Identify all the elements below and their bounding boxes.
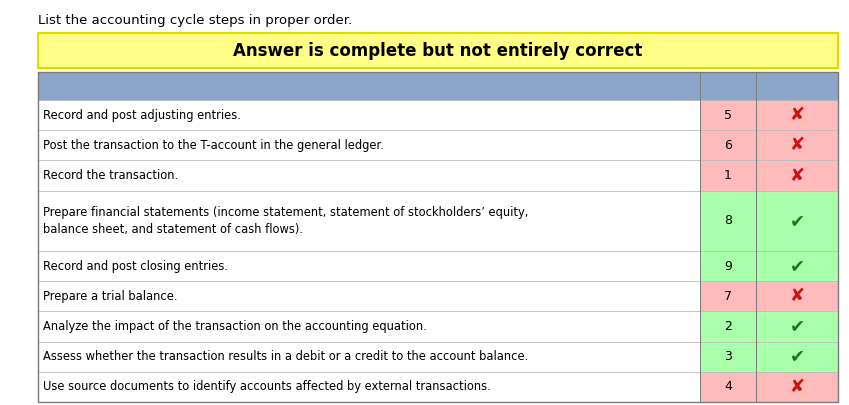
Text: 4: 4	[724, 380, 732, 393]
Bar	[38, 251, 700, 281]
Text: Answer is complete but not entirely correct: Answer is complete but not entirely corr…	[233, 41, 643, 60]
Text: 8: 8	[724, 214, 732, 227]
Text: 3: 3	[724, 350, 732, 363]
Bar	[756, 281, 838, 311]
Bar	[38, 130, 700, 160]
Bar	[38, 72, 838, 402]
Bar	[756, 341, 838, 372]
Bar	[38, 100, 700, 130]
Text: 7: 7	[724, 290, 732, 303]
Text: 9: 9	[724, 260, 732, 273]
Text: Analyze the impact of the transaction on the accounting equation.: Analyze the impact of the transaction on…	[43, 320, 427, 333]
Bar	[38, 191, 700, 251]
Bar	[700, 341, 756, 372]
Bar	[756, 372, 838, 402]
Text: ✘: ✘	[790, 287, 805, 305]
Bar	[700, 100, 756, 130]
Bar	[38, 72, 838, 100]
Bar	[700, 311, 756, 341]
Text: Use source documents to identify accounts affected by external transactions.: Use source documents to identify account…	[43, 380, 491, 393]
Bar	[756, 100, 838, 130]
Bar	[38, 33, 838, 68]
Bar	[756, 251, 838, 281]
Text: ✘: ✘	[790, 136, 805, 154]
Bar	[700, 251, 756, 281]
Bar	[756, 311, 838, 341]
Text: List the accounting cycle steps in proper order.: List the accounting cycle steps in prope…	[38, 14, 352, 27]
Bar	[700, 160, 756, 191]
Text: 6: 6	[724, 139, 732, 152]
Bar	[38, 311, 700, 341]
Text: Assess whether the transaction results in a debit or a credit to the account bal: Assess whether the transaction results i…	[43, 350, 528, 363]
Text: ✘: ✘	[790, 378, 805, 396]
Bar	[700, 191, 756, 251]
Text: ✘: ✘	[790, 106, 805, 124]
Bar	[756, 130, 838, 160]
Text: 2: 2	[724, 320, 732, 333]
Bar	[700, 372, 756, 402]
Text: ✘: ✘	[790, 166, 805, 185]
Text: ✔: ✔	[790, 212, 805, 230]
Text: 1: 1	[724, 169, 732, 182]
Bar	[700, 281, 756, 311]
Text: ✔: ✔	[790, 318, 805, 335]
Bar	[38, 281, 700, 311]
Bar	[38, 160, 700, 191]
Text: ✔: ✔	[790, 348, 805, 366]
Text: Record the transaction.: Record the transaction.	[43, 169, 178, 182]
Bar	[700, 130, 756, 160]
Bar	[38, 372, 700, 402]
Text: Post the transaction to the T-account in the general ledger.: Post the transaction to the T-account in…	[43, 139, 384, 152]
Bar	[756, 191, 838, 251]
Bar	[756, 160, 838, 191]
Text: Record and post closing entries.: Record and post closing entries.	[43, 260, 228, 273]
Text: ✔: ✔	[790, 257, 805, 275]
Text: 5: 5	[724, 109, 732, 122]
Text: Prepare a trial balance.: Prepare a trial balance.	[43, 290, 177, 303]
Text: Prepare financial statements (income statement, statement of stockholders’ equit: Prepare financial statements (income sta…	[43, 206, 528, 236]
Bar	[38, 341, 700, 372]
Text: Record and post adjusting entries.: Record and post adjusting entries.	[43, 109, 241, 122]
